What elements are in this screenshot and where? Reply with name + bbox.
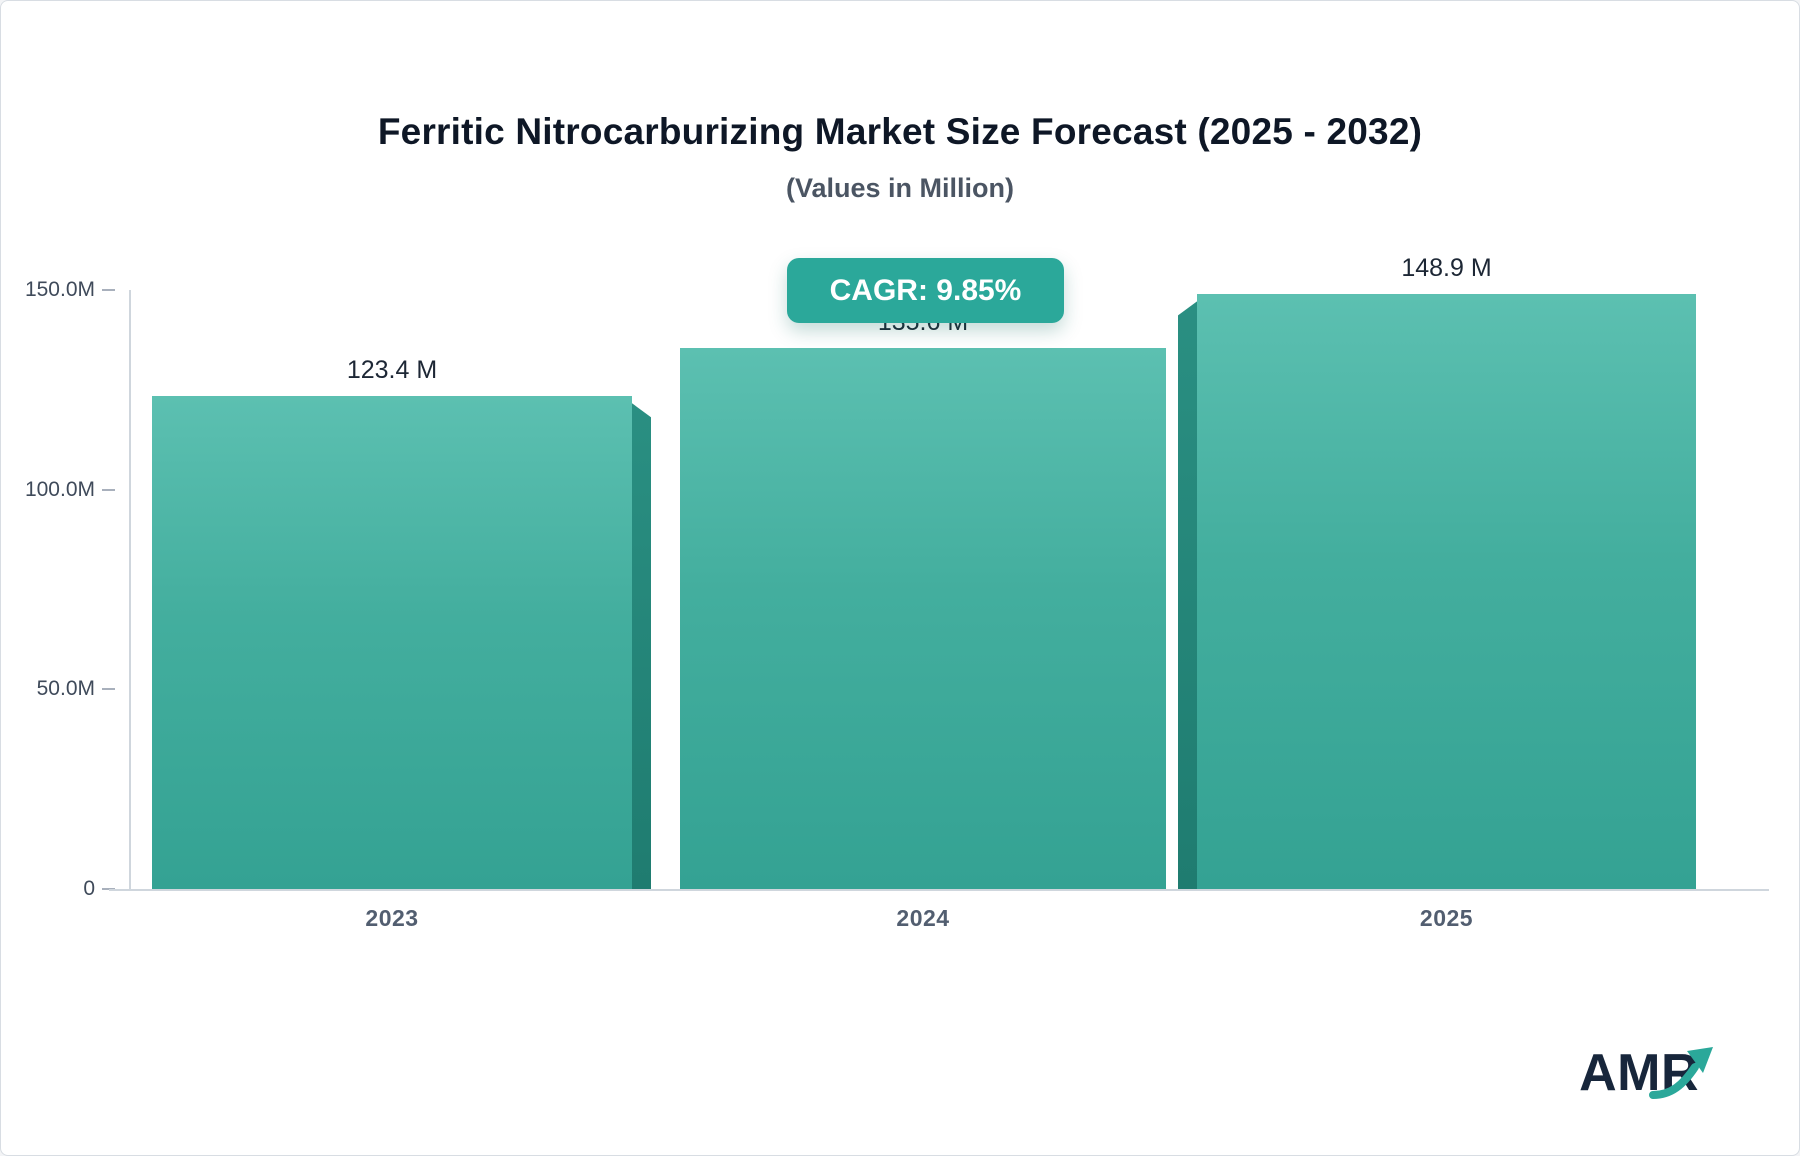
y-tick-label: 0 bbox=[83, 877, 95, 900]
chart-subtitle: (Values in Million) bbox=[785, 173, 1015, 203]
y-tick-label: 100.0M bbox=[24, 477, 95, 501]
x-axis-label-2023: 2023 bbox=[365, 905, 419, 931]
y-tick-label: 50.0M bbox=[36, 677, 95, 701]
y-tick-mark bbox=[102, 488, 115, 491]
x-axis-line bbox=[109, 889, 1769, 891]
y-tick-mark bbox=[102, 888, 115, 890]
y-tick-label: 150.0M bbox=[24, 278, 95, 301]
cagr-badge-label: CAGR: 9.85% bbox=[829, 273, 1022, 307]
bar-value-label: 148.9 M bbox=[1401, 254, 1492, 283]
y-tick-mark bbox=[102, 289, 115, 291]
bar-value-label: 123.4 M bbox=[346, 356, 438, 385]
bar-2024: 135.6 M bbox=[680, 308, 1166, 889]
amr-logo: AMR bbox=[1579, 1044, 1713, 1102]
plot-area: 123.4 M 135.6 M 148.9 M 2023 2024 2025 bbox=[109, 254, 1769, 931]
chart-title: Ferritic Nitrocarburizing Market Size Fo… bbox=[377, 111, 1423, 152]
y-axis: 150.0M 100.0M 50.0M 0 bbox=[1, 278, 121, 900]
x-axis-label-2024: 2024 bbox=[896, 905, 950, 931]
y-tick-mark bbox=[102, 688, 115, 691]
bar-2025: 148.9 M bbox=[1197, 254, 1696, 889]
cagr-badge: CAGR: 9.85% bbox=[787, 258, 1064, 323]
amr-logo-text: AMR bbox=[1579, 1044, 1699, 1102]
x-axis-label-2025: 2025 bbox=[1419, 905, 1474, 931]
bar-2023: 123.4 M bbox=[152, 356, 632, 889]
